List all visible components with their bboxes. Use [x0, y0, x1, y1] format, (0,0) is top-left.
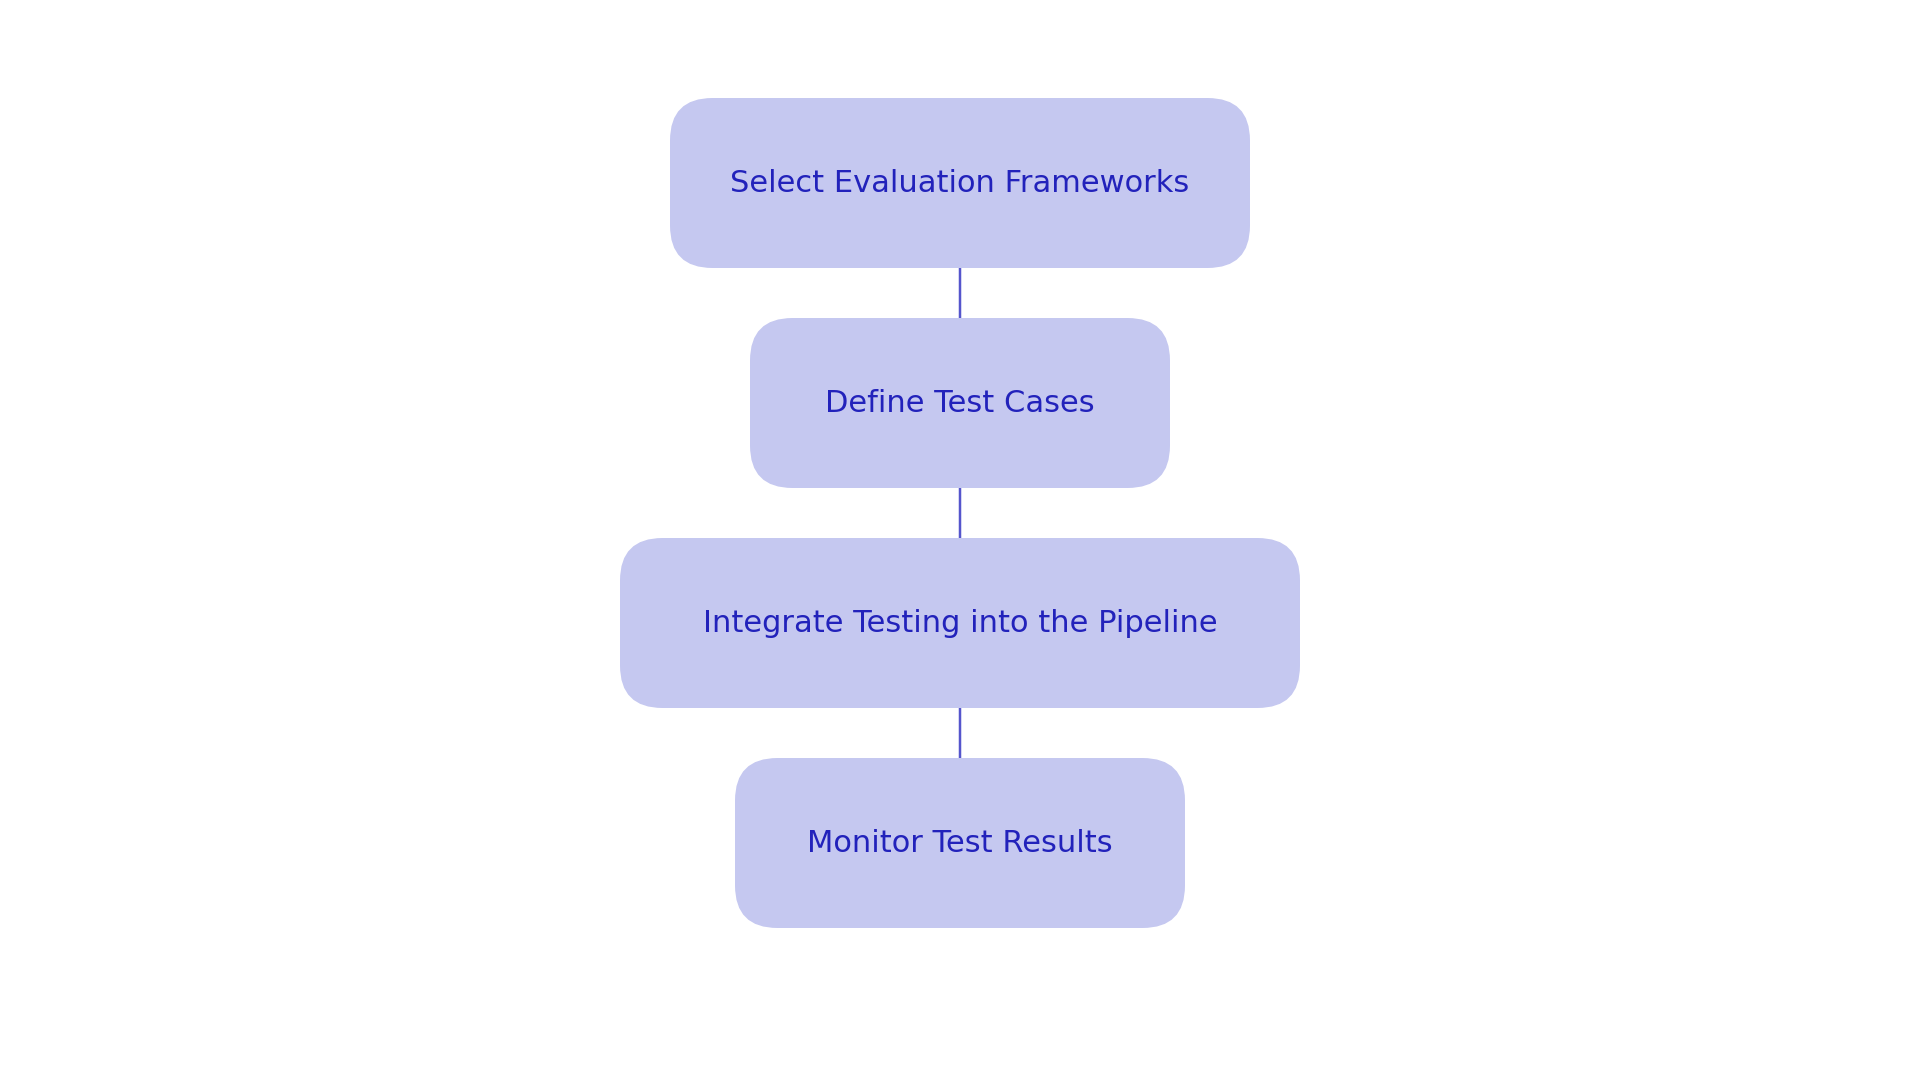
- FancyBboxPatch shape: [670, 97, 1250, 268]
- FancyBboxPatch shape: [620, 538, 1300, 708]
- Text: Define Test Cases: Define Test Cases: [826, 389, 1094, 418]
- Text: Monitor Test Results: Monitor Test Results: [806, 828, 1114, 858]
- Text: Select Evaluation Frameworks: Select Evaluation Frameworks: [730, 169, 1190, 197]
- FancyBboxPatch shape: [735, 758, 1185, 928]
- Text: Integrate Testing into the Pipeline: Integrate Testing into the Pipeline: [703, 609, 1217, 638]
- FancyBboxPatch shape: [751, 318, 1169, 488]
